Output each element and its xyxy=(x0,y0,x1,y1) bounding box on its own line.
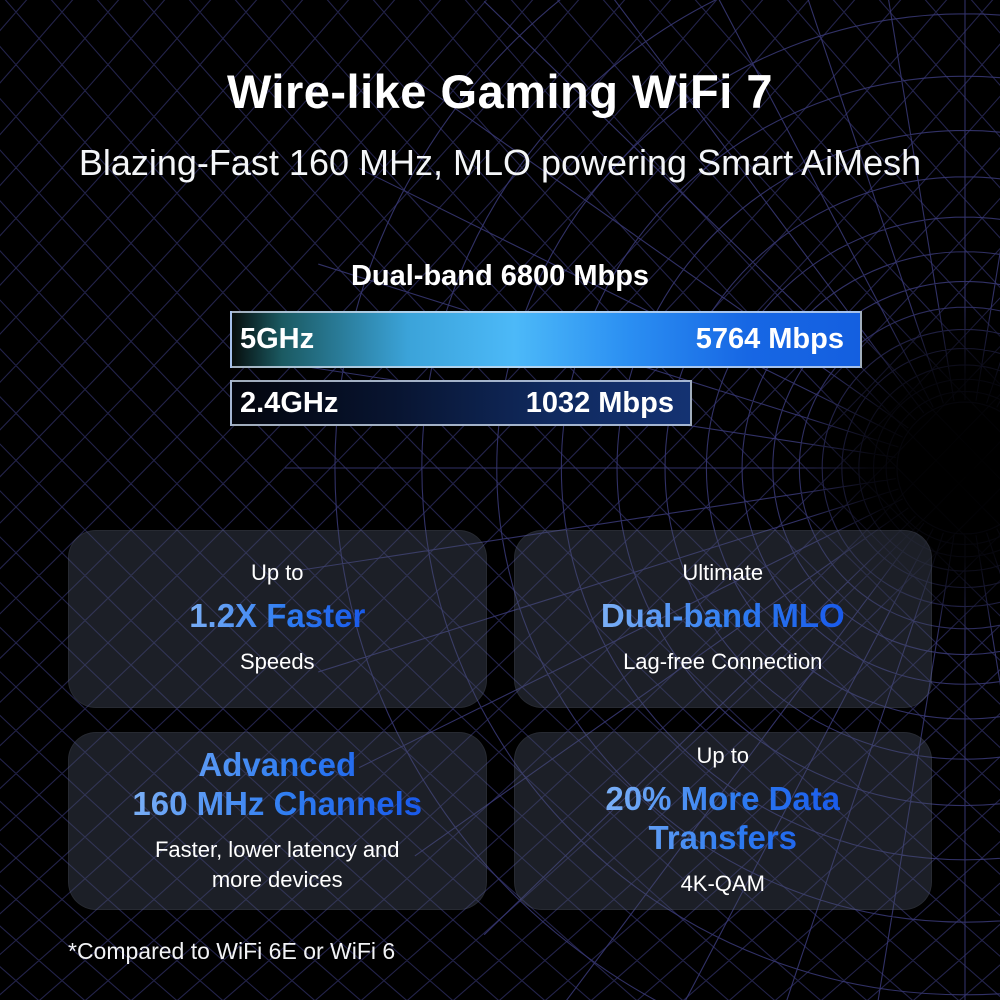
vortex-hole xyxy=(795,298,1000,638)
bar-label-5ghz: 5GHz xyxy=(240,323,315,355)
card-headline: 20% More Data Transfers xyxy=(605,779,841,856)
card-body: Speeds xyxy=(239,649,315,675)
card-prefix: Up to xyxy=(250,560,304,586)
page-subtitle: Blazing-Fast 160 MHz, MLO powering Smart… xyxy=(78,142,922,183)
chart-title: Dual-band 6800 Mbps xyxy=(350,260,650,292)
feature-card-160mhz-channels: Advanced 160 MHz Channels Faster, lower … xyxy=(68,732,487,910)
footnote: *Compared to WiFi 6E or WiFi 6 xyxy=(68,938,396,964)
bar-5ghz: 5GHz 5764 Mbps xyxy=(230,311,862,368)
bar-value-5ghz: 5764 Mbps xyxy=(695,323,844,355)
bar-label-24ghz: 2.4GHz xyxy=(240,386,339,419)
card-body: Faster, lower latency and more devices xyxy=(154,836,400,893)
feature-card-grid: Up to 1.2X Faster Speeds Ultimate Dual-b… xyxy=(68,530,932,910)
card-prefix: Up to xyxy=(696,742,750,768)
feature-card-dual-band-mlo: Ultimate Dual-band MLO Lag-free Connecti… xyxy=(513,530,932,708)
card-body: 4K-QAM xyxy=(680,870,765,896)
page-title: Wire-like Gaming WiFi 7 xyxy=(226,65,774,118)
feature-card-faster-speeds: Up to 1.2X Faster Speeds xyxy=(68,530,487,708)
card-headline: Dual-band MLO xyxy=(600,597,845,635)
card-headline: Advanced 160 MHz Channels xyxy=(132,745,423,822)
card-body: Lag-free Connection xyxy=(623,649,823,675)
bar-value-24ghz: 1032 Mbps xyxy=(525,386,674,419)
card-headline: 1.2X Faster xyxy=(189,597,366,635)
card-prefix: Ultimate xyxy=(682,560,764,586)
feature-card-more-data-transfers: Up to 20% More Data Transfers 4K-QAM xyxy=(513,732,932,910)
bar-24ghz: 2.4GHz 1032 Mbps xyxy=(230,380,692,426)
